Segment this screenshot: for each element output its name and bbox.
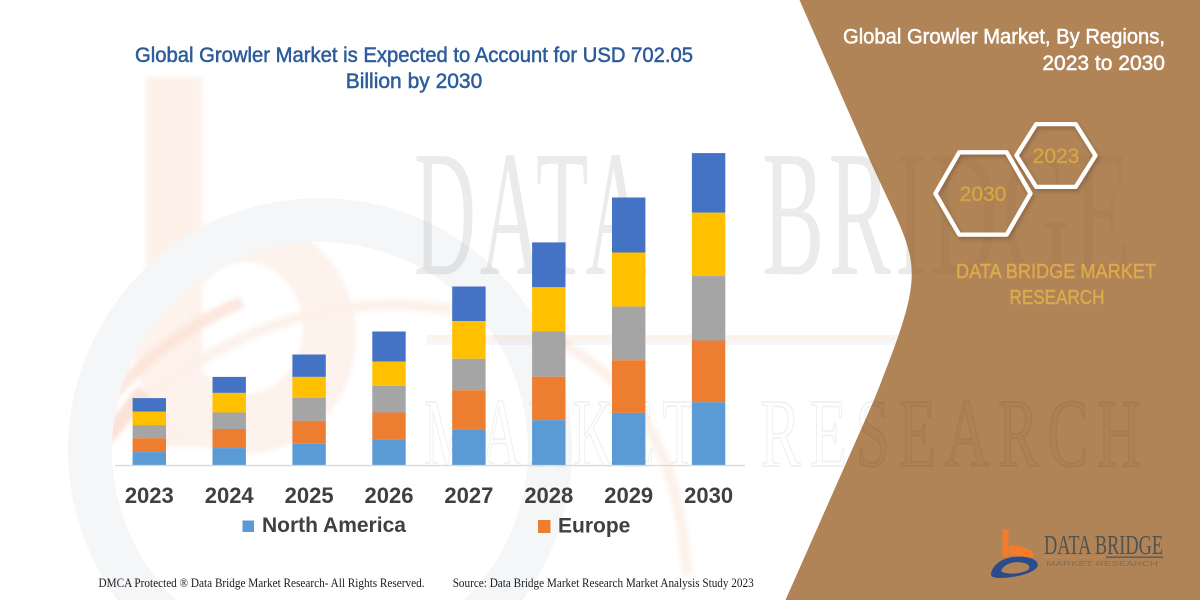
- svg-text:North America: North America: [262, 514, 406, 537]
- svg-text:2023: 2023: [125, 483, 174, 508]
- svg-text:2027: 2027: [444, 483, 493, 508]
- svg-text:2030: 2030: [684, 483, 733, 508]
- svg-text:RESEARCH: RESEARCH: [1010, 287, 1105, 309]
- svg-text:2026: 2026: [365, 483, 414, 508]
- svg-text:Europe: Europe: [558, 515, 630, 538]
- svg-text:Source: Data Bridge Market Res: Source: Data Bridge Market Research Mark…: [453, 576, 754, 590]
- svg-text:2024: 2024: [205, 483, 255, 508]
- svg-text:Billion by 2030: Billion by 2030: [346, 70, 483, 93]
- svg-text:DATA BRIDGE MARKET: DATA BRIDGE MARKET: [956, 261, 1156, 283]
- svg-text:DMCA Protected ® Data Bridge M: DMCA Protected ® Data Bridge Market Rese…: [99, 576, 425, 590]
- svg-text:Global Growler Market is Expec: Global Growler Market is Expected to Acc…: [135, 44, 693, 67]
- svg-text:2023: 2023: [1033, 145, 1080, 168]
- svg-text:2030: 2030: [960, 183, 1007, 206]
- svg-text:Global Growler Market, By Regi: Global Growler Market, By Regions,: [843, 26, 1165, 49]
- svg-text:DATA: DATA: [414, 114, 651, 313]
- svg-text:2023 to 2030: 2023 to 2030: [1042, 52, 1165, 75]
- svg-text:2025: 2025: [285, 483, 334, 508]
- svg-text:DATA BRIDGE: DATA BRIDGE: [1044, 530, 1163, 560]
- svg-text:MARKET RESEARCH: MARKET RESEARCH: [1046, 559, 1158, 568]
- svg-text:2029: 2029: [604, 483, 653, 508]
- svg-text:2028: 2028: [524, 483, 573, 508]
